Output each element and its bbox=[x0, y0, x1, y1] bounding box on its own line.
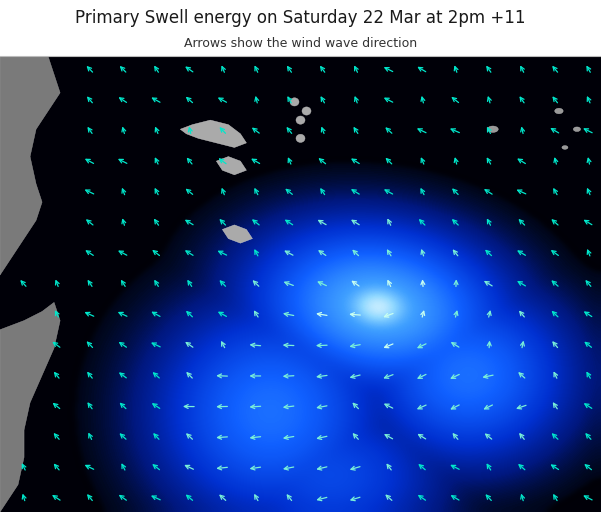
Ellipse shape bbox=[573, 127, 581, 132]
Ellipse shape bbox=[562, 145, 568, 150]
Polygon shape bbox=[0, 303, 60, 512]
Ellipse shape bbox=[296, 134, 305, 142]
Ellipse shape bbox=[555, 108, 563, 114]
Polygon shape bbox=[222, 225, 252, 243]
Polygon shape bbox=[0, 56, 60, 275]
Polygon shape bbox=[216, 157, 246, 175]
Text: Arrows show the wind wave direction: Arrows show the wind wave direction bbox=[184, 37, 417, 50]
Polygon shape bbox=[180, 120, 246, 147]
Text: Primary Swell energy on Saturday 22 Mar at 2pm +11: Primary Swell energy on Saturday 22 Mar … bbox=[75, 9, 526, 27]
Ellipse shape bbox=[302, 107, 311, 115]
Ellipse shape bbox=[487, 126, 498, 133]
Ellipse shape bbox=[290, 98, 299, 106]
Ellipse shape bbox=[296, 116, 305, 124]
